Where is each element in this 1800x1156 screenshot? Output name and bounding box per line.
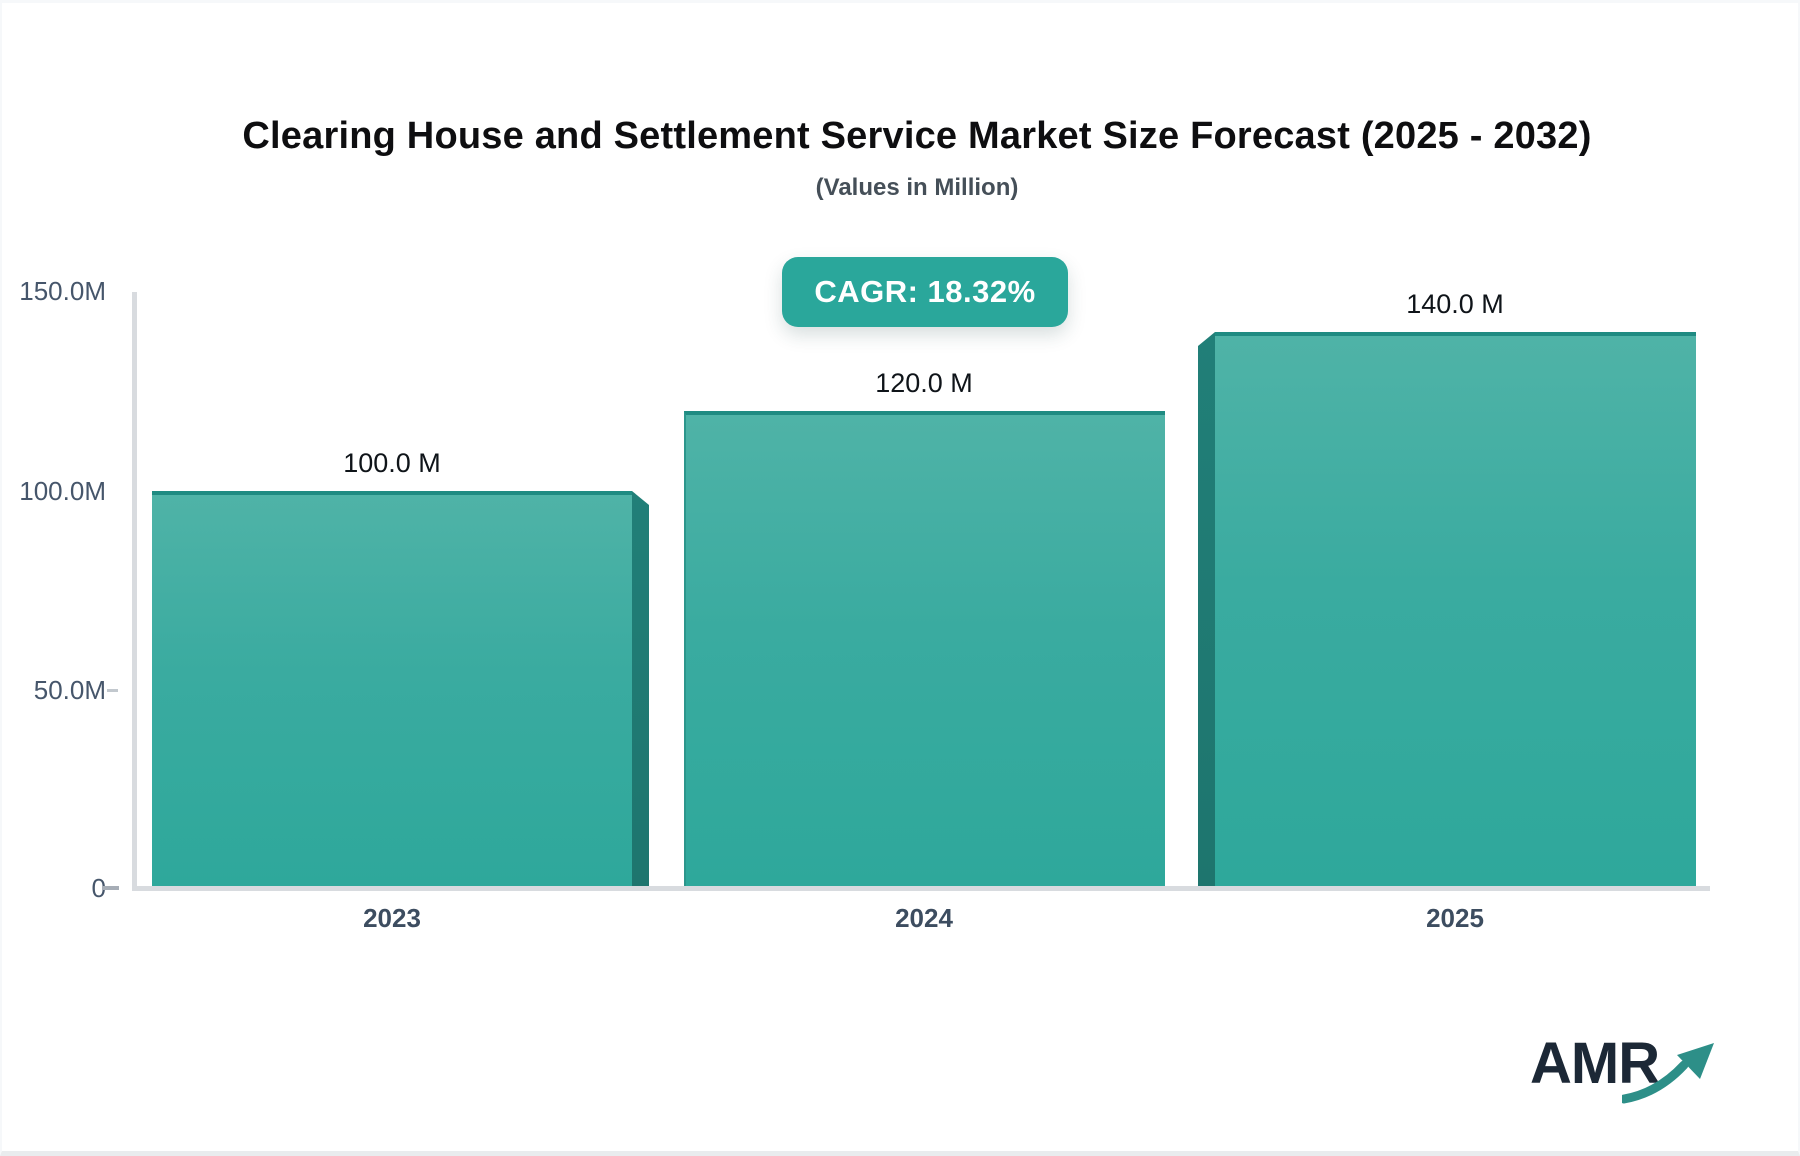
growth-arrow-icon xyxy=(1622,1043,1714,1104)
y-tick-label-50m: 50.0M xyxy=(33,675,106,705)
bar-2025-3d-side xyxy=(1198,332,1215,888)
bar-2024 xyxy=(684,411,1165,888)
bar-value-label-2025: 140.0 M xyxy=(1406,289,1504,319)
x-category-label-2023: 2023 xyxy=(363,903,421,933)
y-tick-label-150m: 150.0M xyxy=(19,276,106,306)
bar-2023 xyxy=(152,491,632,888)
bar-2025 xyxy=(1215,332,1696,888)
chart-subtitle: (Values in Million) xyxy=(815,174,1019,201)
y-tick-mark-50m xyxy=(107,689,118,692)
x-category-label-2025: 2025 xyxy=(1426,903,1484,933)
x-axis-line xyxy=(132,886,1710,891)
bar-2023-3d-side xyxy=(632,491,649,888)
amr-logo: AMR xyxy=(1530,1033,1730,1113)
chart-header: Clearing House and Settlement Service Ma… xyxy=(32,3,1798,202)
chart-title: Clearing House and Settlement Service Ma… xyxy=(242,115,1592,157)
bar-value-label-2024: 120.0 M xyxy=(875,368,973,398)
y-tick-mark-0 xyxy=(102,886,119,890)
y-tick-label-100m: 100.0M xyxy=(19,476,106,506)
bar-value-label-2023: 100.0 M xyxy=(343,448,441,478)
x-category-label-2024: 2024 xyxy=(895,903,953,933)
y-tick-label-0: 0 xyxy=(91,873,106,903)
cagr-badge: CAGR: 18.32% xyxy=(782,257,1068,327)
cagr-badge-label: CAGR: 18.32% xyxy=(814,274,1036,309)
y-axis-line xyxy=(132,292,137,888)
amr-logo-text: AMR xyxy=(1530,1031,1660,1096)
